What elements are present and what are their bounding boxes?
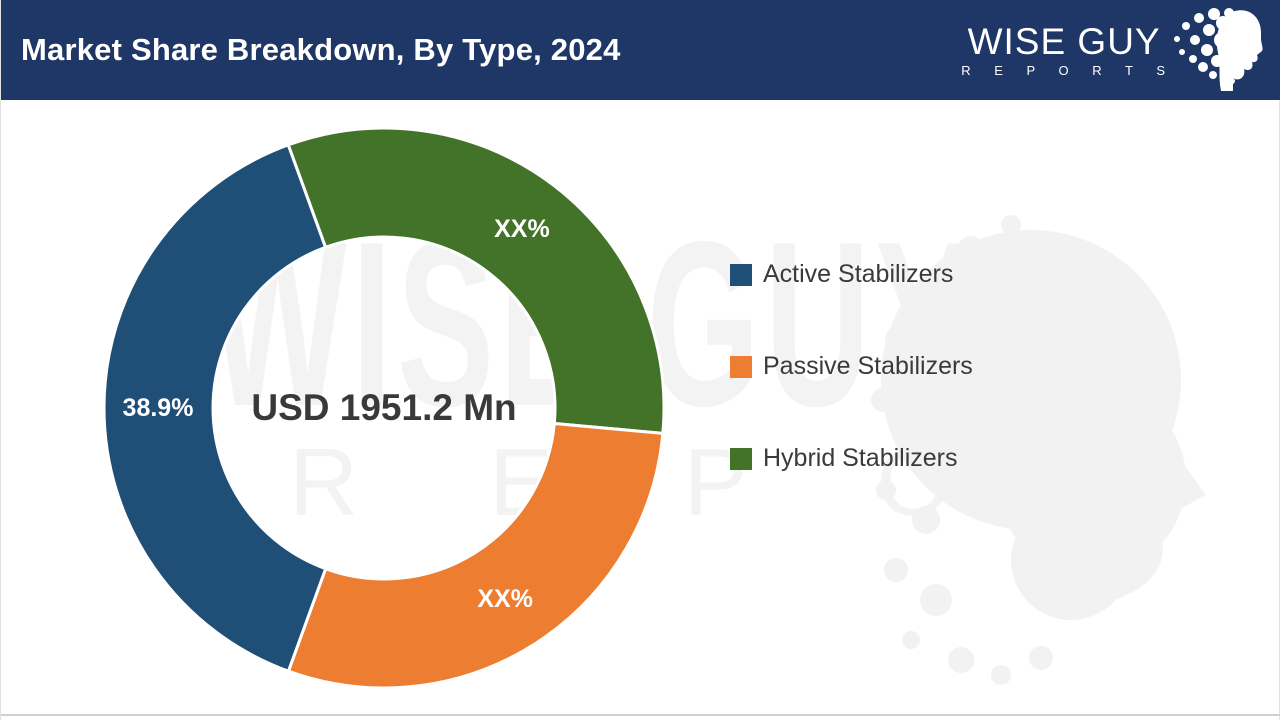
legend-swatch-blue xyxy=(730,263,752,286)
watermark-head-icon xyxy=(871,215,1206,685)
legend-label: Active Stabilizers xyxy=(763,260,954,288)
wiseguy-logo: WISE GUY R E P O R T S xyxy=(953,7,1265,93)
logo-line1: WISE GUY xyxy=(967,21,1161,62)
page-title: Market Share Breakdown, By Type, 2024 xyxy=(21,32,621,67)
donut-slice-hybrid-stabilizers xyxy=(286,126,666,435)
logo-line2: R E P O R T S xyxy=(961,63,1175,78)
donut-chart: XX% XX% 38.9% xyxy=(102,126,666,690)
donut-slice-passive-stabilizers xyxy=(286,421,665,690)
legend-swatch-orange xyxy=(730,355,752,378)
chart-center-value: USD 1951.2 Mn xyxy=(251,387,517,428)
logo-face-dots-icon xyxy=(1174,8,1263,92)
slice-label-passive-stabilizers: XX% xyxy=(477,585,533,613)
slice-label-hybrid-stabilizers: XX% xyxy=(494,215,550,243)
legend-item-active-stabilizers: Active Stabilizers xyxy=(730,260,973,289)
legend-swatch-green xyxy=(730,447,752,470)
header-bar: Market Share Breakdown, By Type, 2024 WI… xyxy=(1,0,1280,100)
legend-label: Hybrid Stabilizers xyxy=(763,444,958,472)
bottom-divider xyxy=(1,714,1280,716)
legend-item-hybrid-stabilizers: Hybrid Stabilizers xyxy=(730,444,973,473)
logo-wordmark: WISE GUY R E P O R T S xyxy=(953,23,1175,77)
legend-item-passive-stabilizers: Passive Stabilizers xyxy=(730,352,973,381)
chart-area: WISE GUY R E P O R T S XX%XX%38.9% USD 1… xyxy=(1,100,1280,714)
chart-legend: Active Stabilizers Passive Stabilizers H… xyxy=(730,260,973,473)
legend-label: Passive Stabilizers xyxy=(763,352,973,380)
donut-slice-active-stabilizers xyxy=(102,143,328,673)
slice-label-active-stabilizers: 38.9% xyxy=(123,394,194,422)
